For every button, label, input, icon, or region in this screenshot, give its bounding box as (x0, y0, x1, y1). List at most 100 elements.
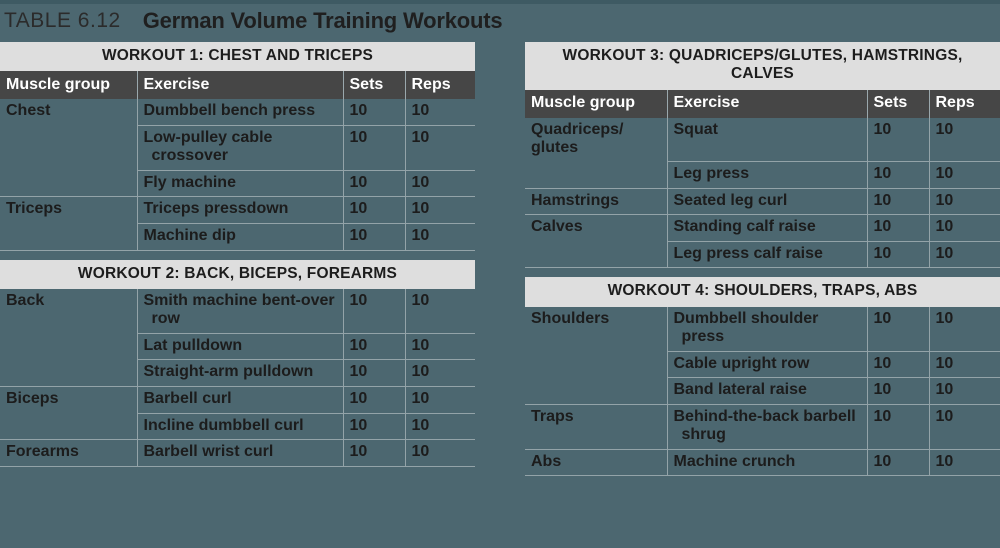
cell-sets: 10 (867, 214, 930, 242)
cell-exercise: Leg press calf raise (667, 241, 868, 269)
cell-reps: 10 (405, 99, 475, 126)
table-number: TABLE 6.12 (4, 9, 121, 32)
cell-muscle-group: Forearms (0, 439, 138, 467)
cell-exercise: Behind-the-back barbell shrug (667, 404, 868, 450)
cell-exercise: Incline dumbbell curl (137, 413, 344, 441)
cell-muscle-group: Biceps (0, 386, 138, 414)
cell-exercise: Machine crunch (667, 449, 868, 477)
cell-exercise: Cable upright row (667, 351, 868, 379)
cell-exercise: Barbell wrist curl (137, 439, 344, 467)
cell-sets: 10 (867, 351, 930, 379)
workout-1-block: WORKOUT 1: CHEST AND TRICEPS Muscle group… (0, 42, 475, 251)
table-row: Forearms Barbell wrist curl 10 10 (0, 439, 475, 467)
table-row: Incline dumbbell curl 10 10 (0, 413, 475, 441)
cell-exercise: Straight-arm pulldown (137, 359, 344, 388)
cell-exercise: Barbell curl (137, 386, 344, 414)
workout-2-table: Back Smith machine bent-over row 10 10 Lat p… (0, 288, 475, 467)
cell-reps: 10 (929, 377, 1000, 405)
table-row: Hamstrings Seated leg curl 10 10 (525, 188, 1000, 216)
workout-3-table: Muscle group Exercise Sets Reps Quadriceps/ … (525, 89, 1000, 269)
workout-3-block: WORKOUT 3: QUADRICEPS/GLUTES, HAMSTRINGS… (525, 42, 1000, 269)
cell-reps: 10 (929, 404, 1000, 450)
cell-exercise: Machine dip (137, 223, 344, 251)
cell-reps: 10 (929, 306, 1000, 352)
page-title: German Volume Training Workouts (142, 8, 503, 33)
cell-muscle-group (0, 359, 138, 388)
table-row: Lat pulldown 10 10 (0, 333, 475, 361)
table-row: Traps Behind-the-back barbell shrug 10 10 (525, 404, 1000, 450)
cell-sets: 10 (867, 449, 930, 477)
cell-reps: 10 (929, 188, 1000, 216)
right-column: WORKOUT 3: QUADRICEPS/GLUTES, HAMSTRINGS… (525, 42, 1000, 477)
workout-4-banner: WORKOUT 4: SHOULDERS, TRAPS, ABS (525, 277, 1000, 307)
cell-sets: 10 (343, 413, 406, 441)
cell-exercise: Seated leg curl (667, 188, 868, 216)
table-row: Machine dip 10 10 (0, 223, 475, 251)
left-column: WORKOUT 1: CHEST AND TRICEPS Muscle group… (0, 42, 475, 467)
table-row: Low-pulley cable crossover 10 10 (0, 125, 475, 171)
cell-muscle-group: Back (0, 288, 138, 334)
column-header-exercise: Exercise (137, 71, 344, 100)
table-row: Band lateral raise 10 10 (525, 377, 1000, 405)
table-row: Abs Machine crunch 10 10 (525, 449, 1000, 477)
cell-muscle-group (0, 125, 138, 171)
cell-muscle-group: Quadriceps/ glutes (525, 117, 668, 162)
table-row: Calves Standing calf raise 10 10 (525, 214, 1000, 242)
cell-muscle-group (525, 377, 668, 405)
column-header-muscle-group: Muscle group (525, 89, 668, 118)
table-columns: WORKOUT 1: CHEST AND TRICEPS Muscle group… (0, 42, 1000, 548)
cell-exercise: Dumbbell shoulder press (667, 306, 868, 352)
cell-reps: 10 (929, 161, 1000, 189)
cell-reps: 10 (929, 449, 1000, 477)
cell-reps: 10 (405, 170, 475, 198)
table-row: Triceps Triceps pressdown 10 10 (0, 196, 475, 225)
table-row: Biceps Barbell curl 10 10 (0, 386, 475, 414)
table-row: Leg press calf raise 10 10 (525, 241, 1000, 269)
cell-sets: 10 (343, 288, 406, 334)
cell-reps: 10 (405, 413, 475, 441)
column-header-sets: Sets (867, 89, 930, 118)
workout-4-block: WORKOUT 4: SHOULDERS, TRAPS, ABS Shoulder… (525, 277, 1000, 477)
column-header-reps: Reps (929, 89, 1000, 118)
cell-exercise: Fly machine (137, 170, 344, 198)
cell-exercise: Triceps pressdown (137, 196, 344, 225)
cell-reps: 10 (405, 288, 475, 334)
table-row: Leg press 10 10 (525, 161, 1000, 189)
cell-sets: 10 (343, 359, 406, 388)
column-header-reps: Reps (405, 71, 475, 100)
cell-sets: 10 (867, 306, 930, 352)
cell-exercise: Band lateral raise (667, 377, 868, 405)
cell-sets: 10 (343, 99, 406, 126)
cell-exercise: Squat (667, 117, 868, 163)
cell-sets: 10 (867, 377, 930, 405)
table-row: Straight-arm pulldown 10 10 (0, 359, 475, 388)
block-spacer (525, 268, 1000, 277)
workout-1-table: Muscle group Exercise Sets Reps Chest Dumbbel… (0, 71, 475, 251)
workout-2-banner: WORKOUT 2: BACK, BICEPS, FOREARMS (0, 259, 475, 289)
block-spacer (0, 251, 475, 260)
cell-muscle-group: Abs (525, 449, 668, 477)
cell-exercise: Dumbbell bench press (137, 99, 344, 126)
cell-sets: 10 (343, 439, 406, 467)
cell-reps: 10 (405, 386, 475, 414)
cell-sets: 10 (343, 125, 406, 171)
workout-3-banner: WORKOUT 3: QUADRICEPS/GLUTES, HAMSTRINGS… (525, 42, 1000, 90)
table-row: Back Smith machine bent-over row 10 10 (0, 288, 475, 334)
cell-sets: 10 (867, 117, 930, 163)
cell-reps: 10 (929, 214, 1000, 242)
cell-sets: 10 (867, 241, 930, 269)
column-header-exercise: Exercise (667, 89, 868, 118)
workout-2-block: WORKOUT 2: BACK, BICEPS, FOREARMS Back Smi… (0, 259, 475, 467)
cell-muscle-group (525, 161, 668, 189)
cell-sets: 10 (867, 188, 930, 216)
cell-muscle-group (525, 351, 668, 378)
cell-sets: 10 (343, 196, 406, 225)
cell-reps: 10 (405, 439, 475, 467)
column-header-sets: Sets (343, 71, 406, 100)
workout-1-banner: WORKOUT 1: CHEST AND TRICEPS (0, 42, 475, 72)
table-row: Quadriceps/ glutes Squat 10 10 (525, 117, 1000, 163)
cell-exercise: Low-pulley cable crossover (137, 125, 344, 171)
cell-muscle-group (0, 170, 138, 198)
table-row: Chest Dumbbell bench press 10 10 (0, 99, 475, 126)
cell-muscle-group: Calves (525, 214, 668, 242)
